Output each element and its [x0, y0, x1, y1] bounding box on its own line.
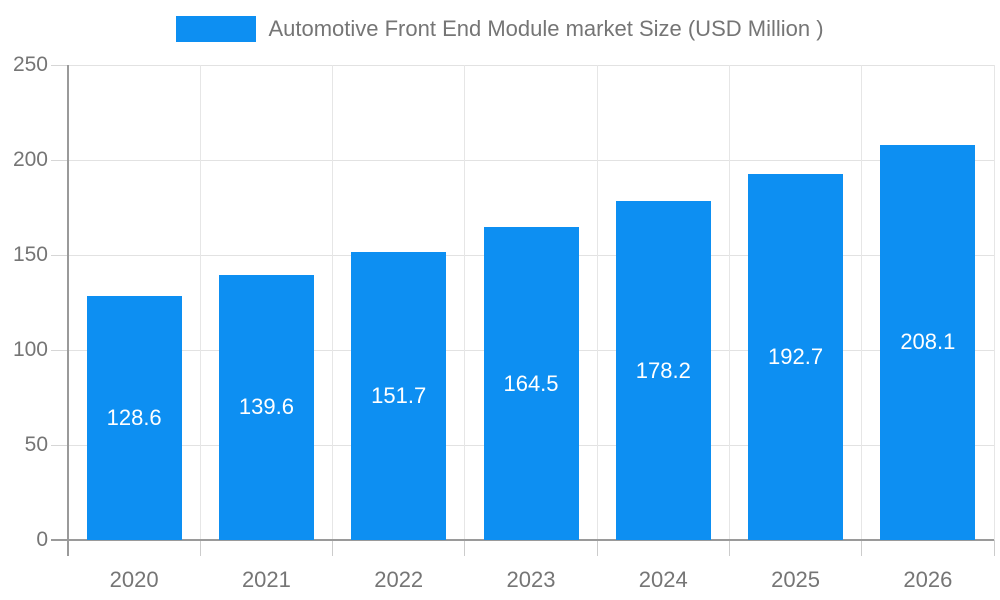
y-axis-tick-label: 150: [12, 243, 48, 266]
bar-value-label: 128.6: [106, 404, 162, 430]
x-axis-tick: [67, 540, 69, 556]
x-axis-category-label: 2024: [638, 567, 688, 592]
y-axis-line: [67, 65, 69, 540]
bar-2023[interactable]: [483, 227, 579, 540]
x-axis-tick: [728, 540, 730, 556]
bar-2020[interactable]: [86, 295, 182, 540]
y-axis-tick-label: 50: [24, 433, 48, 456]
bar-value-label: 192.7: [768, 343, 824, 369]
y-gridline: [68, 159, 994, 161]
x-axis-category-label: 2022: [374, 567, 424, 592]
x-axis-category-label: 2025: [771, 567, 821, 592]
x-gridline: [464, 65, 466, 540]
x-axis-category-label: 2023: [506, 567, 556, 592]
y-axis-tick: [51, 64, 68, 66]
x-axis-category-label: 2021: [241, 567, 291, 592]
x-gridline: [332, 65, 334, 540]
y-axis-tick: [51, 254, 68, 256]
x-axis-category-label: 2026: [903, 567, 953, 592]
x-gridline: [728, 65, 730, 540]
x-axis-line: [68, 539, 994, 541]
bar-2025[interactable]: [748, 173, 844, 540]
y-axis-tick-label: 250: [12, 53, 48, 76]
bar-2024[interactable]: [615, 201, 711, 540]
y-axis-tick-label: 0: [36, 528, 48, 551]
x-axis-category-label: 2020: [109, 567, 159, 592]
bar-2026[interactable]: [880, 144, 976, 540]
y-axis-tick-label: 100: [12, 338, 48, 361]
x-gridline: [199, 65, 201, 540]
x-axis-tick: [332, 540, 334, 556]
y-axis-tick: [51, 444, 68, 446]
y-axis-tick: [51, 349, 68, 351]
x-axis-tick: [596, 540, 598, 556]
bar-value-label: 139.6: [238, 394, 294, 420]
y-gridline: [68, 64, 994, 66]
bar-2021[interactable]: [218, 274, 314, 540]
y-axis-tick: [51, 539, 68, 541]
x-axis-tick: [993, 540, 995, 556]
x-axis-tick: [464, 540, 466, 556]
bar-2022[interactable]: [351, 251, 447, 540]
x-gridline: [993, 65, 995, 540]
y-axis-tick-label: 200: [12, 148, 48, 171]
x-axis-tick: [861, 540, 863, 556]
legend-swatch: [176, 16, 257, 42]
x-gridline: [596, 65, 598, 540]
bar-value-label: 178.2: [635, 357, 691, 383]
bar-value-label: 164.5: [503, 370, 559, 396]
legend-label: Automotive Front End Module market Size …: [268, 16, 824, 41]
legend[interactable]: Automotive Front End Module market Size …: [0, 12, 1000, 46]
x-axis-tick: [199, 540, 201, 556]
bar-value-label: 208.1: [900, 329, 956, 355]
y-axis-tick: [51, 159, 68, 161]
x-gridline: [861, 65, 863, 540]
bar-value-label: 151.7: [371, 382, 427, 408]
